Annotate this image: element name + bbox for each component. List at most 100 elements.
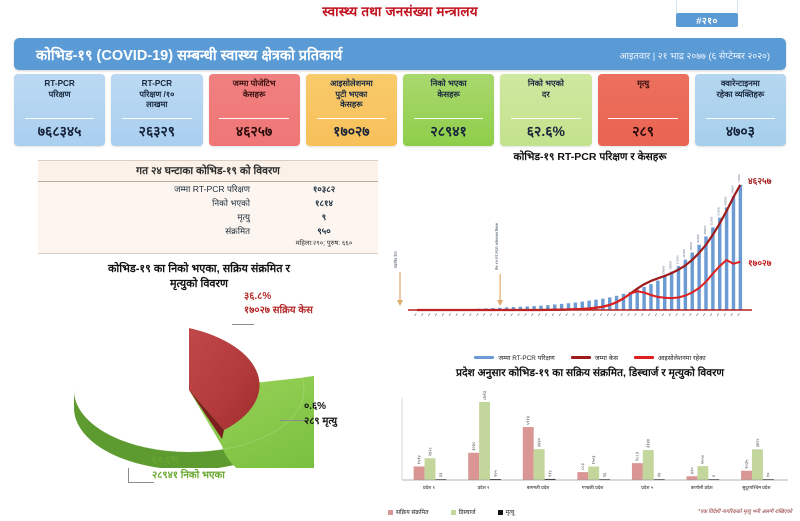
y-axis-arrowhead <box>397 300 403 306</box>
line-chart-bar <box>587 300 591 310</box>
line-chart-bar-label: 404000 <box>696 234 700 243</box>
total-cases-end-label: ४६२५७ <box>748 176 772 186</box>
line-chart-bar <box>525 306 529 310</box>
report-date: आइतवार | २१ भाद्र २०७७ (६ सेप्टेम्बर २०२… <box>619 51 770 61</box>
line-chart-bar <box>669 271 674 310</box>
panel-row-key: मृत्यु <box>237 212 250 222</box>
province-bar-label: १० <box>766 472 771 477</box>
province-bar-label: १५५० <box>700 454 705 464</box>
x-tick-label: ••• <box>509 312 514 317</box>
province-bar <box>533 449 545 480</box>
stat-card-divider <box>219 117 289 119</box>
stat-card-label: क्वारेन्टाइनमा रहेका व्यक्तिहरू <box>716 79 765 99</box>
x-tick-label: ••• <box>427 312 432 317</box>
stat-card-value: ४६२५७ <box>235 123 273 139</box>
x-tick-label: ••• <box>489 312 494 317</box>
x-tick-label: ••• <box>612 312 617 317</box>
gender-breakdown: महिला:२९०; पुरुष: ६६० <box>295 240 353 247</box>
x-tick-label: ••• <box>447 312 452 317</box>
x-tick-label: ••• <box>557 312 562 317</box>
province-legend-label: सक्रिय संक्रमित <box>396 510 429 516</box>
x-tick-label: ••• <box>736 312 741 317</box>
province-legend-swatch <box>497 509 503 515</box>
x-tick-label: ••• <box>434 312 439 317</box>
line-chart-bar <box>518 306 523 310</box>
x-tick-label: ••• <box>461 312 466 317</box>
province-bar-label: ३३४४ <box>646 438 651 448</box>
panel-row: निको भएको १८१४ <box>38 196 378 210</box>
x-tick-label: ••• <box>585 312 590 317</box>
line-chart-bar <box>738 184 743 310</box>
x-tick-label: ••• <box>660 312 665 317</box>
province-bar <box>642 450 654 480</box>
pie-leader-recovered-v <box>128 468 129 482</box>
province-legend-item: डिस्चार्ज <box>450 508 476 516</box>
pie-label-recovered-count: २८९४१ निको भएका <box>152 469 225 481</box>
stat-card-label: मृत्यु <box>637 79 650 88</box>
province-bar-label: ८८३ <box>580 463 585 470</box>
pie-chart-canvas <box>64 308 451 499</box>
stat-card-2: RT-PCR परिक्षण /१० लाखमा २६३२९ <box>111 74 203 146</box>
line-chart-bar <box>642 287 646 310</box>
stat-card-label: आइसोलेशनमा पुटी भएका केसहरू <box>330 79 373 109</box>
line-chart-bar-label: 704000 <box>730 185 734 194</box>
line-chart-bar <box>573 302 578 310</box>
province-chart-block: प्रदेश अनुसार कोभिड-१९ का सक्रिय संक्रमि… <box>384 366 796 518</box>
line-chart-bar <box>566 303 571 310</box>
line-chart-bar <box>656 280 660 310</box>
line-chart-bar <box>711 227 715 310</box>
x-tick-label: ••• <box>495 312 500 317</box>
x-tick-label: ••• <box>695 312 700 317</box>
x-tick-label: ••• <box>647 312 652 317</box>
line-chart-bar <box>697 244 701 310</box>
x-tick-label: ••• <box>468 312 473 317</box>
x-tick-label: ••• <box>454 312 459 317</box>
province-bar-label: ११८ <box>547 469 552 477</box>
stat-card-divider <box>24 117 95 119</box>
pie-chart-title: कोभिड-१९ का निको भएका, सक्रिय संक्रमित र… <box>107 263 291 290</box>
pie-label-death: ०.६% २८९ मृत्यु <box>304 400 337 429</box>
province-bar <box>522 427 534 480</box>
province-bar-label: ३४२८ <box>755 437 760 447</box>
line-chart-bar-label: 512000 <box>710 216 714 225</box>
pie-leader-recovered-h <box>128 482 154 483</box>
province-bar-label: ३०३८ <box>471 441 476 451</box>
stat-card-7: मृत्यु २८९ <box>597 74 689 146</box>
annotation-arrowhead <box>497 300 504 306</box>
province-legend-swatch <box>450 509 456 515</box>
stat-card-1: RT-PCR परिक्षण ७६८३४५ <box>14 74 106 146</box>
line-chart-title: कोभिड-१९ RT-PCR परिक्षण र केसहरू <box>513 151 667 163</box>
province-bar <box>468 452 480 480</box>
header-bar: कोभिड-१९ (COVID-19) सम्बन्धी स्वास्थ्य क… <box>14 38 786 70</box>
legend-label: जम्मा केस <box>594 355 618 362</box>
line-chart-bar <box>704 236 708 310</box>
line-chart-bar <box>511 307 516 310</box>
stat-card-divider <box>413 117 484 119</box>
line-chart-bar-label: 456000 <box>703 225 707 234</box>
lab-expansion-annotation: बैंक १% RT-PCR प्रयोगशाला विस्तार <box>494 222 499 270</box>
x-tick-label: ••• <box>578 312 583 317</box>
stat-card-6: निको भएको दर ६२.६% <box>500 74 592 146</box>
province-bar <box>544 478 556 480</box>
line-chart-bar-label: 312000 <box>682 248 686 257</box>
province-bar-label: ३ <box>711 475 716 477</box>
line-chart-legend: जम्मा RT-PCR परिक्षण जम्मा केस आइसोलेशनमा … <box>384 353 796 362</box>
province-bar-label: १०५ <box>493 469 498 477</box>
stat-card-divider <box>122 117 192 119</box>
line-chart-bar-label: 775000 <box>737 174 741 183</box>
province-bar-label: १५०३ <box>591 455 596 464</box>
x-tick-label: ••• <box>729 312 734 317</box>
x-tick-label: ••• <box>550 312 555 317</box>
legend-swatch <box>633 355 654 360</box>
stat-card-8: क्वारेन्टाइनमा रहेका व्यक्तिहरू ४७०३ <box>694 74 786 146</box>
line-chart-bar <box>532 306 536 310</box>
province-chart-legend: सक्रिय संक्रमित डिस्चार्ज मृत्यु <box>388 508 514 516</box>
province-bar <box>413 466 425 480</box>
province-category-label: प्रदेश २ <box>478 484 490 490</box>
stat-card-value: १७०२७ <box>333 123 370 139</box>
province-bar <box>577 472 589 480</box>
stat-card-label: निको भएका केसहरू <box>430 79 467 99</box>
pie-label-active: ३६.८% १७०२७ सक्रिय केस <box>244 290 313 318</box>
province-bar <box>490 479 501 480</box>
panel-row: संक्रमित ९५० <box>38 224 378 238</box>
